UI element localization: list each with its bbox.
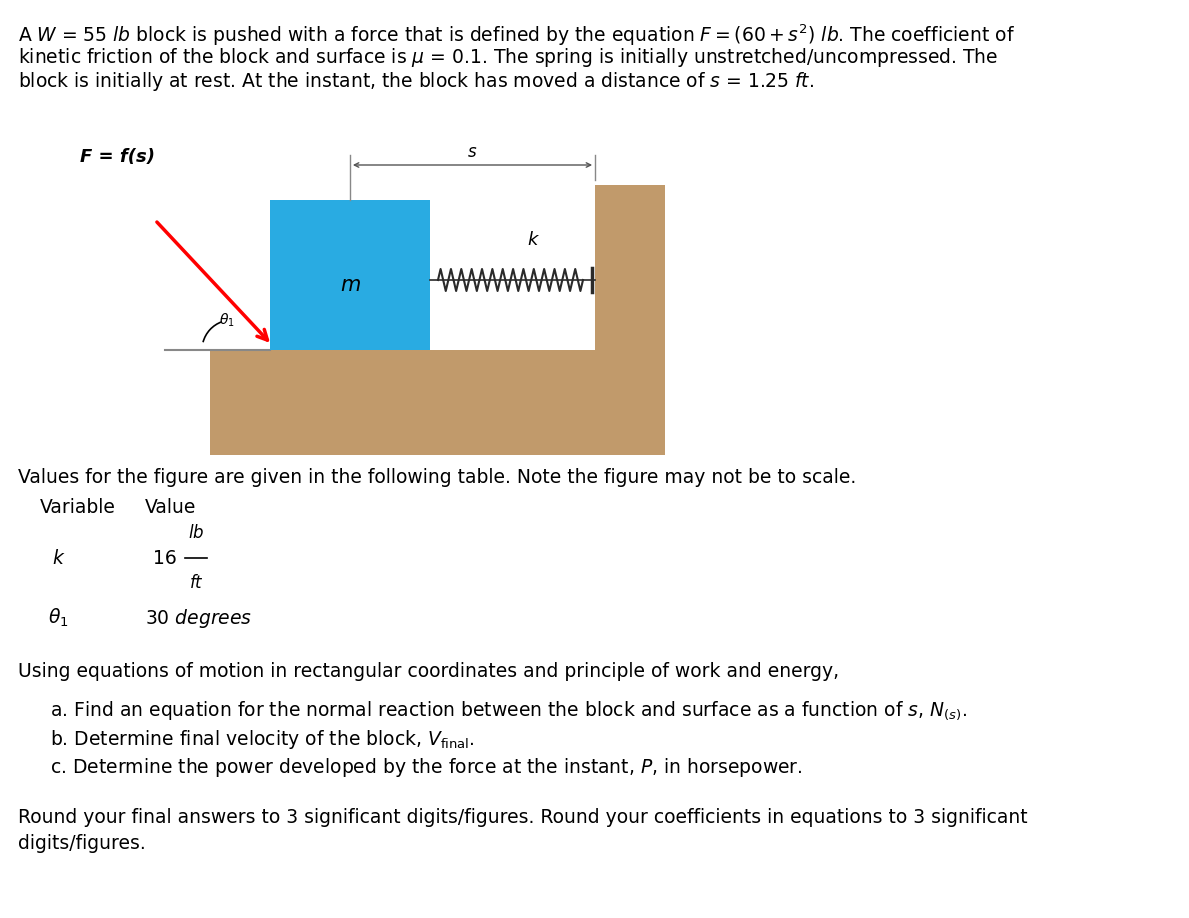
Text: Using equations of motion in rectangular coordinates and principle of work and e: Using equations of motion in rectangular… bbox=[18, 662, 839, 681]
Text: A $W$ = 55 $\it{lb}$ block is pushed with a force that is defined by the equatio: A $W$ = 55 $\it{lb}$ block is pushed wit… bbox=[18, 22, 1015, 48]
Text: 16: 16 bbox=[153, 548, 177, 567]
Text: s: s bbox=[468, 143, 477, 161]
Text: a. Find an equation for the normal reaction between the block and surface as a f: a. Find an equation for the normal react… bbox=[50, 700, 967, 722]
Text: m: m bbox=[340, 275, 360, 295]
Text: k: k bbox=[527, 231, 537, 249]
Text: block is initially at rest. At the instant, the block has moved a distance of $s: block is initially at rest. At the insta… bbox=[18, 70, 814, 93]
Text: $\mathit{ft}$: $\mathit{ft}$ bbox=[189, 574, 203, 592]
Text: $\mathit{lb}$: $\mathit{lb}$ bbox=[188, 524, 205, 542]
Text: digits/figures.: digits/figures. bbox=[18, 834, 146, 853]
Bar bbox=[270, 200, 430, 350]
Text: $\theta_1$: $\theta_1$ bbox=[48, 607, 69, 629]
Text: Round your final answers to 3 significant digits/figures. Round your coefficient: Round your final answers to 3 significan… bbox=[18, 808, 1027, 827]
Bar bbox=[594, 185, 665, 350]
Text: b. Determine final velocity of the block, $V_{\mathrm{final}}$.: b. Determine final velocity of the block… bbox=[50, 728, 474, 751]
Text: $k$: $k$ bbox=[52, 548, 65, 567]
Text: $\theta_1$: $\theta_1$ bbox=[219, 311, 235, 329]
Text: Values for the figure are given in the following table. Note the figure may not : Values for the figure are given in the f… bbox=[18, 468, 856, 487]
Text: c. Determine the power developed by the force at the instant, $P$, in horsepower: c. Determine the power developed by the … bbox=[50, 756, 803, 779]
Text: kinetic friction of the block and surface is $\mu$ = 0.1. The spring is initiall: kinetic friction of the block and surfac… bbox=[18, 46, 999, 69]
Text: Value: Value bbox=[145, 498, 196, 517]
Bar bbox=[210, 350, 665, 455]
Text: Variable: Variable bbox=[40, 498, 115, 517]
Text: 30 $\mathit{degrees}$: 30 $\mathit{degrees}$ bbox=[145, 607, 252, 630]
Text: F = f(s): F = f(s) bbox=[80, 148, 155, 166]
